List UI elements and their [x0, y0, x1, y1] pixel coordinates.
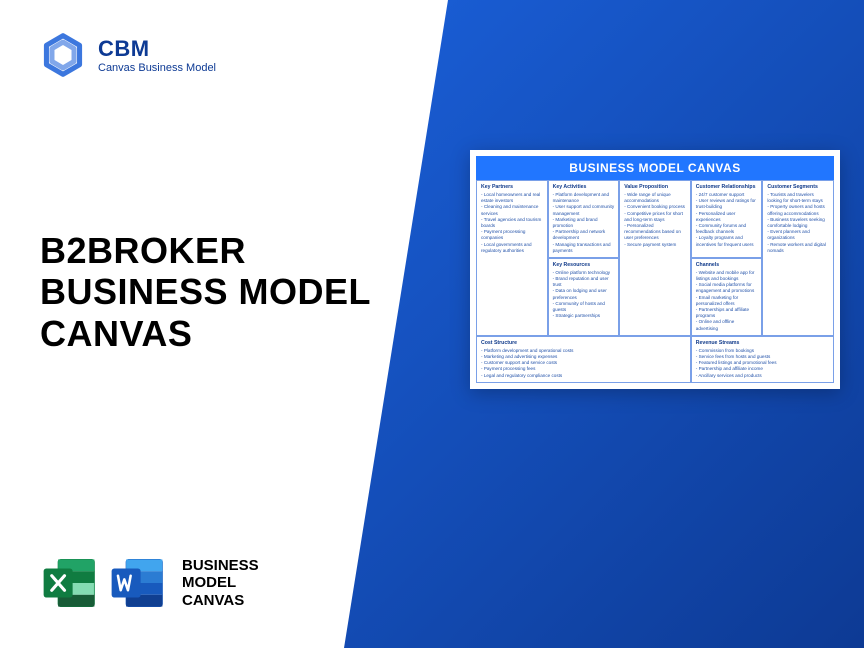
list-item: Cleaning and maintenance services — [481, 204, 543, 216]
list-item: Community of hosts and guests — [553, 301, 615, 313]
list-item: Remote workers and digital nomads — [767, 242, 829, 254]
cell-customer-segments: Customer Segments Tourists and travelers… — [762, 180, 834, 336]
list-item: Travel agencies and tourism boards — [481, 217, 543, 229]
footer-line-2: MODEL — [182, 574, 259, 591]
footer-label: BUSINESS MODEL CANVAS — [182, 557, 259, 609]
list-item: Legal and regulatory compliance costs — [481, 373, 686, 379]
list-item: Online and offline advertising — [696, 319, 758, 331]
title-line-2: BUSINESS MODEL — [40, 271, 371, 312]
cell-list: Online platform technologyBrand reputati… — [553, 270, 615, 320]
list-item: Local homeowners and real estate investo… — [481, 192, 543, 204]
cell-list: 24/7 customer supportUser reviews and ra… — [696, 192, 758, 248]
logo-brand: CBM — [98, 36, 216, 62]
list-item: Personalized user experiences — [696, 211, 758, 223]
list-item: Convenient booking process — [624, 204, 686, 210]
cell-revenue-streams: Revenue Streams Commission from bookings… — [691, 336, 834, 383]
cell-title: Key Partners — [481, 184, 543, 190]
list-item: Website and mobile app for listings and … — [696, 270, 758, 282]
cell-title: Key Resources — [553, 262, 615, 268]
cell-title: Customer Relationships — [696, 184, 758, 190]
cell-list: Tourists and travelers looking for short… — [767, 192, 829, 254]
list-item: User reviews and ratings for trust-build… — [696, 198, 758, 210]
footer-line-3: CANVAS — [182, 592, 259, 609]
logo-block: CBM Canvas Business Model — [40, 32, 216, 78]
cell-key-resources: Key Resources Online platform technology… — [548, 258, 620, 336]
list-item: Business travelers seeking comfortable l… — [767, 217, 829, 229]
list-item: Community forums and feedback channels — [696, 223, 758, 235]
list-item: Social media platforms for engagement an… — [696, 282, 758, 294]
list-item: Competitive prices for short and long-te… — [624, 211, 686, 223]
list-item: Tourists and travelers looking for short… — [767, 192, 829, 204]
cell-value-proposition: Value Proposition Wide range of unique a… — [619, 180, 691, 336]
cell-title: Value Proposition — [624, 184, 686, 190]
word-icon — [108, 554, 166, 612]
canvas-heading: BUSINESS MODEL CANVAS — [476, 156, 834, 180]
canvas-preview: BUSINESS MODEL CANVAS Key Partners Local… — [470, 150, 840, 389]
cell-title: Key Activities — [553, 184, 615, 190]
list-item: Personalized recommendations based on us… — [624, 223, 686, 242]
excel-icon — [40, 554, 98, 612]
logo-tagline: Canvas Business Model — [98, 62, 216, 74]
canvas-grid: Key Partners Local homeowners and real e… — [476, 180, 834, 383]
list-item: Secure payment system — [624, 242, 686, 248]
cell-key-activities: Key Activities Platform development and … — [548, 180, 620, 258]
list-item: Property owners and hosts offering accom… — [767, 204, 829, 216]
cell-list: Local homeowners and real estate investo… — [481, 192, 543, 254]
list-item: Partnership and network development — [553, 229, 615, 241]
cell-customer-relationships: Customer Relationships 24/7 customer sup… — [691, 180, 763, 258]
list-item: Ancillary services and products — [696, 373, 829, 379]
footer-icons: BUSINESS MODEL CANVAS — [40, 554, 259, 612]
cell-title: Revenue Streams — [696, 340, 829, 346]
list-item: Local governments and regulatory authori… — [481, 242, 543, 254]
list-item: Loyalty programs and incentives for freq… — [696, 235, 758, 247]
cell-list: Website and mobile app for listings and … — [696, 270, 758, 332]
cell-list: Platform development and operational cos… — [481, 348, 686, 379]
cell-list: Platform development and maintenanceUser… — [553, 192, 615, 254]
list-item: Platform development and maintenance — [553, 192, 615, 204]
cell-key-partners: Key Partners Local homeowners and real e… — [476, 180, 548, 336]
list-item: Strategic partnerships — [553, 313, 615, 319]
cell-title: Customer Segments — [767, 184, 829, 190]
page-title: B2BROKER BUSINESS MODEL CANVAS — [40, 230, 371, 354]
cell-channels: Channels Website and mobile app for list… — [691, 258, 763, 336]
footer-line-1: BUSINESS — [182, 557, 259, 574]
list-item: Partnerships and affiliate programs — [696, 307, 758, 319]
list-item: Managing transactions and payments — [553, 242, 615, 254]
list-item: Payment processing companies — [481, 229, 543, 241]
cell-cost-structure: Cost Structure Platform development and … — [476, 336, 691, 383]
title-line-3: CANVAS — [40, 313, 371, 354]
cell-title: Cost Structure — [481, 340, 686, 346]
list-item: Event planners and organizations — [767, 229, 829, 241]
cell-list: Wide range of unique accommodationsConve… — [624, 192, 686, 248]
list-item: Brand reputation and user trust — [553, 276, 615, 288]
list-item: Email marketing for personalized offers — [696, 295, 758, 307]
list-item: Marketing and brand promotion — [553, 217, 615, 229]
cell-list: Commission from bookingsService fees fro… — [696, 348, 829, 379]
cell-title: Channels — [696, 262, 758, 268]
title-line-1: B2BROKER — [40, 230, 371, 271]
list-item: Data on lodging and user preferences — [553, 288, 615, 300]
list-item: User support and community management — [553, 204, 615, 216]
logo-icon — [40, 32, 86, 78]
list-item: Wide range of unique accommodations — [624, 192, 686, 204]
